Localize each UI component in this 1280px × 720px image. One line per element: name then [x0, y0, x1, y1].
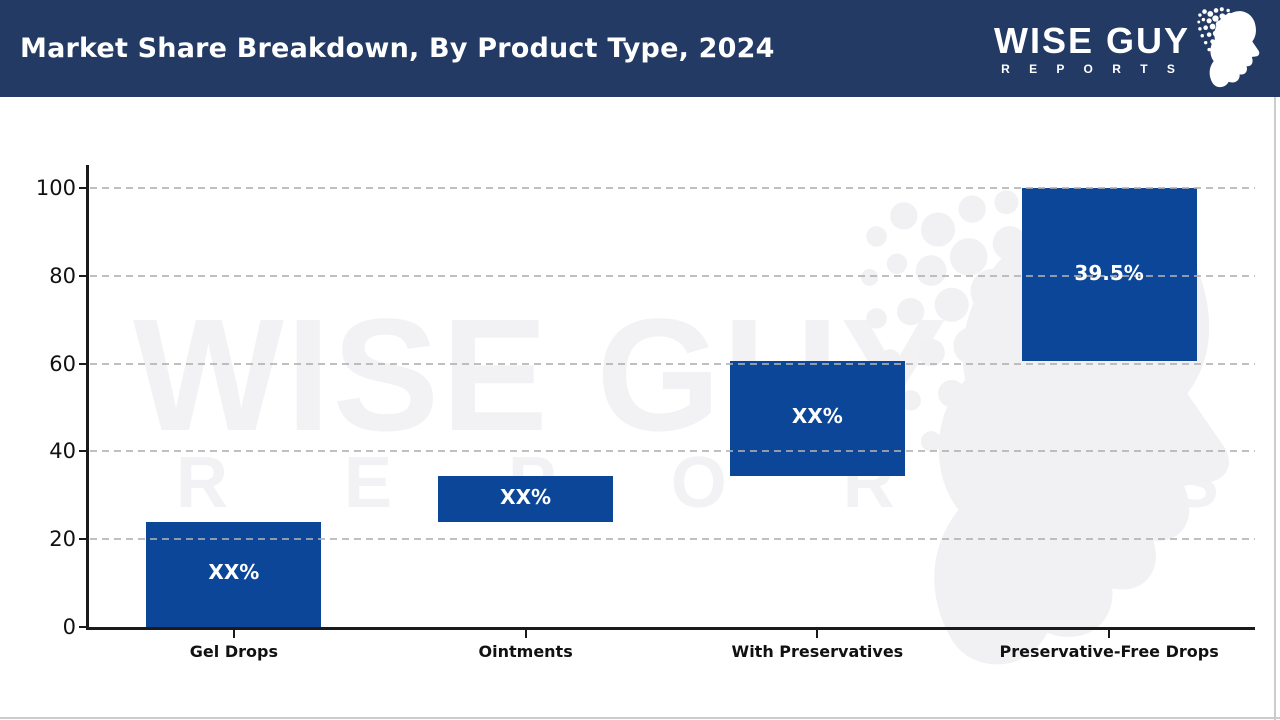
x-category-label: Preservative-Free Drops [999, 642, 1219, 661]
bar-value-label: XX% [500, 484, 552, 509]
bar-value-label: 39.5% [1074, 260, 1144, 285]
y-tick-80 [79, 274, 88, 277]
brand-logo: WISE GUY R E P O R T S [994, 6, 1266, 91]
gridline-60 [90, 362, 1255, 365]
y-tick-label-40: 40 [49, 439, 76, 464]
y-tick-label-80: 80 [49, 263, 76, 288]
brand-face-icon [1197, 6, 1260, 87]
y-tick-label-20: 20 [49, 527, 76, 552]
brand-subname: R E P O R T S [1001, 61, 1183, 76]
x-tick-3 [1108, 630, 1111, 638]
y-tick-label-0: 0 [62, 615, 76, 639]
gridline-20 [90, 538, 1255, 541]
gridline-80 [90, 274, 1255, 277]
y-tick-100 [79, 187, 88, 189]
x-tick-2 [816, 630, 819, 638]
bar-value-label: XX% [791, 404, 843, 429]
x-tick-1 [524, 630, 527, 638]
x-tick-0 [232, 630, 235, 638]
page-title: Market Share Breakdown, By Product Type,… [20, 33, 775, 64]
frame-right-border [1274, 97, 1276, 720]
bar-with-preservatives [729, 361, 905, 476]
header-bar: Market Share Breakdown, By Product Type,… [0, 0, 1280, 97]
gridline-100 [90, 187, 1255, 189]
y-tick-0 [79, 626, 88, 628]
y-tick-20 [79, 538, 88, 541]
bar-preservative-free-drops [1021, 188, 1197, 362]
x-category-label: With Preservatives [731, 642, 904, 661]
bar-value-label: XX% [208, 560, 260, 585]
y-tick-40 [79, 450, 88, 453]
y-tick-label-100: 100 [35, 176, 76, 200]
y-axis-line [86, 165, 89, 629]
x-category-label: Ointments [478, 642, 573, 661]
brand-logo-text: WISE GUY R E P O R T S [993, 19, 1190, 76]
y-tick-label-60: 60 [49, 351, 76, 376]
x-axis-line [86, 627, 1255, 630]
x-category-label: Gel Drops [189, 642, 278, 661]
frame-bottom-border [0, 717, 1280, 719]
bar-ointments [438, 475, 614, 522]
gridline-40 [90, 450, 1255, 453]
y-tick-60 [79, 362, 88, 365]
brand-name: WISE GUY [993, 19, 1190, 61]
